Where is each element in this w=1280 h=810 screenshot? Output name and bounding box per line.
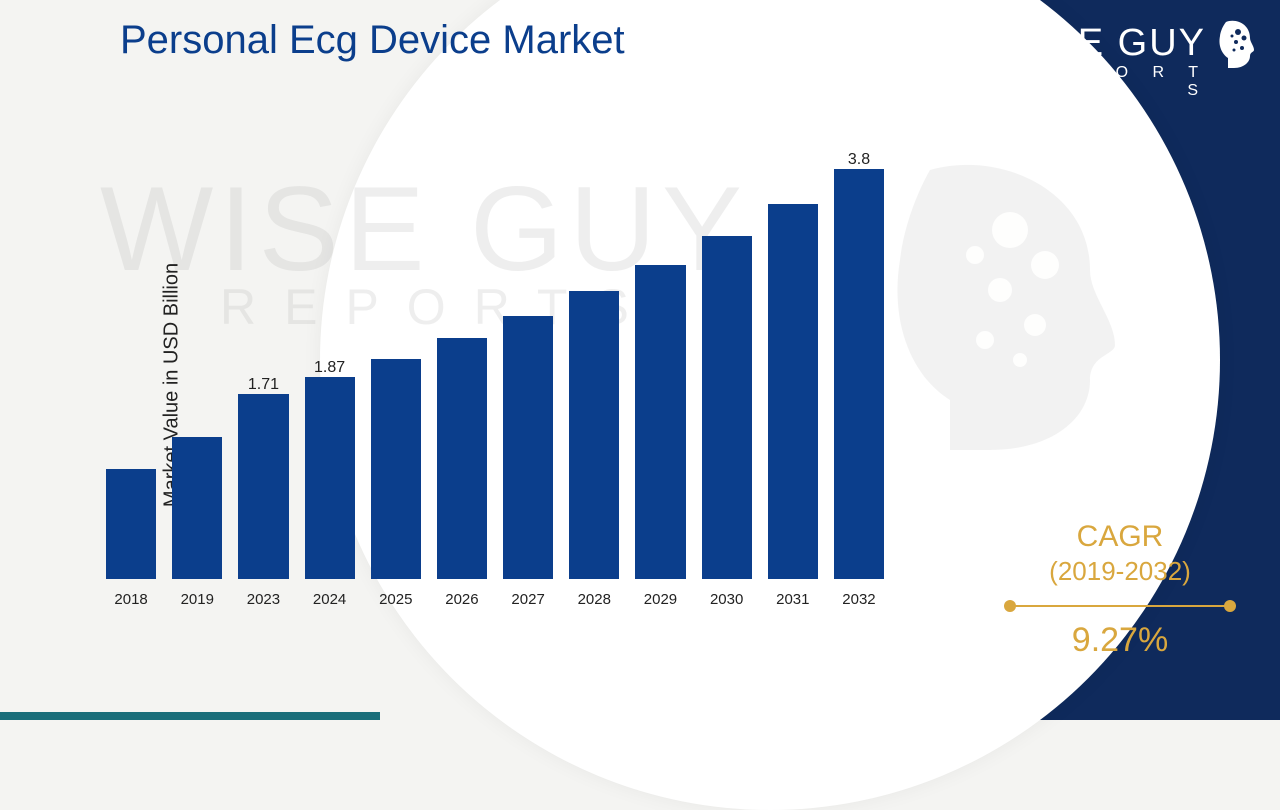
chart-title: Personal Ecg Device Market bbox=[120, 18, 625, 63]
logo-text-main: WISE GUY bbox=[1000, 22, 1206, 65]
brand-logo: WISE GUY R E P O R T S bbox=[978, 18, 1258, 100]
bar-value-label: 1.87 bbox=[305, 359, 355, 377]
logo-text-sub: R E P O R T S bbox=[978, 64, 1208, 100]
cagr-years: (2019-2032) bbox=[990, 556, 1250, 587]
x-axis-labels: 2018 2019 2023 2024 2025 2026 2027 2028 2029 2030… bbox=[100, 591, 890, 608]
x-tick-label: 2024 bbox=[305, 591, 355, 608]
bar-value-label: 1.71 bbox=[238, 376, 288, 394]
x-tick-label: 2031 bbox=[768, 591, 818, 608]
cagr-label: CAGR bbox=[990, 520, 1250, 554]
x-tick-label: 2029 bbox=[635, 591, 685, 608]
bar bbox=[305, 377, 355, 579]
x-tick-label: 2023 bbox=[238, 591, 288, 608]
bar bbox=[371, 359, 421, 579]
x-tick-label: 2019 bbox=[172, 591, 222, 608]
bar-wrap bbox=[768, 204, 818, 579]
bar-wrap bbox=[371, 359, 421, 579]
cagr-value: 9.27% bbox=[990, 621, 1250, 660]
bar bbox=[702, 236, 752, 579]
x-tick-label: 2027 bbox=[503, 591, 553, 608]
cagr-block: CAGR (2019-2032) 9.27% bbox=[990, 520, 1250, 660]
bars-container: 1.71 1.87 3.8 bbox=[100, 150, 890, 579]
x-tick-label: 2028 bbox=[569, 591, 619, 608]
bar-wrap bbox=[106, 469, 156, 579]
x-tick-label: 2032 bbox=[834, 591, 884, 608]
x-tick-label: 2030 bbox=[702, 591, 752, 608]
bar bbox=[437, 338, 487, 579]
cagr-divider bbox=[1010, 605, 1230, 607]
bar bbox=[172, 437, 222, 579]
bar bbox=[106, 469, 156, 579]
plot-region: 1.71 1.87 3.8 bbox=[100, 150, 890, 580]
bar bbox=[635, 265, 685, 579]
chart-area: Market Value in USD Billion 1.711.873.8 … bbox=[60, 150, 890, 620]
x-tick-label: 2025 bbox=[371, 591, 421, 608]
bar-wrap bbox=[437, 338, 487, 579]
bar bbox=[569, 291, 619, 579]
bar bbox=[503, 316, 553, 579]
bar-wrap: 1.87 bbox=[305, 377, 355, 579]
watermark-head-icon bbox=[870, 150, 1130, 455]
bar bbox=[238, 394, 288, 579]
bar bbox=[768, 204, 818, 579]
bottom-accent-bar bbox=[0, 712, 380, 720]
bar bbox=[834, 169, 884, 579]
bar-wrap: 3.8 bbox=[834, 169, 884, 579]
bar-wrap bbox=[635, 265, 685, 579]
bar-wrap bbox=[569, 291, 619, 579]
bar-wrap bbox=[172, 437, 222, 579]
x-tick-label: 2018 bbox=[106, 591, 156, 608]
bar-wrap: 1.71 bbox=[238, 394, 288, 579]
logo-head-icon bbox=[1214, 18, 1258, 68]
bar-wrap bbox=[702, 236, 752, 579]
bar-value-label: 3.8 bbox=[834, 151, 884, 169]
x-tick-label: 2026 bbox=[437, 591, 487, 608]
bar-wrap bbox=[503, 316, 553, 579]
